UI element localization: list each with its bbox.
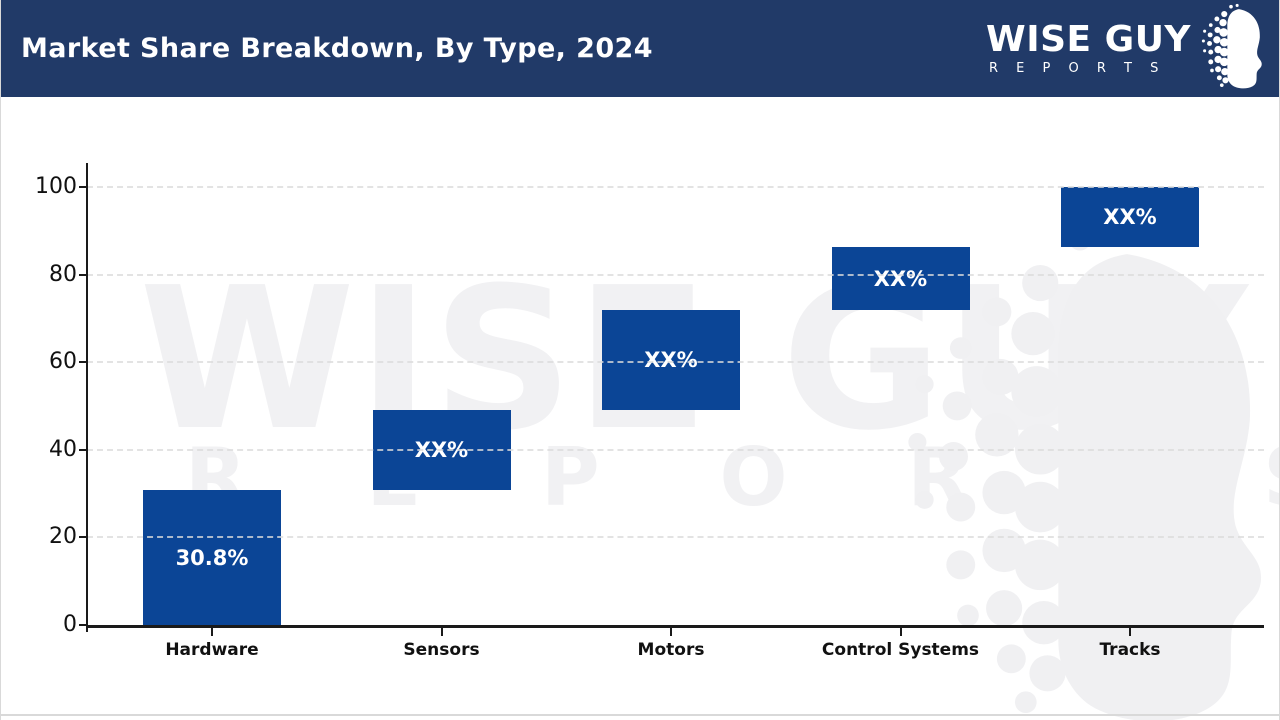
bar-control-systems: XX% [831, 247, 970, 310]
y-axis-tick-label: 60 [49, 349, 77, 375]
y-axis-tick-label: 0 [63, 612, 77, 637]
bar-value-label: XX% [1103, 205, 1157, 230]
gridline [87, 448, 1264, 451]
logo-text-line1: WISE GUY [985, 19, 1191, 60]
bar-hardware: 30.8% [143, 490, 281, 625]
x-axis-tick [211, 628, 213, 636]
x-axis-label-sensors: Sensors [403, 640, 480, 660]
bar-tracks: XX% [1061, 187, 1199, 248]
y-axis-tick [79, 186, 87, 188]
wiseguy-logo: WISE GUY R E P O R T S [986, 2, 1267, 95]
gridline [87, 536, 1264, 539]
gridline [87, 361, 1264, 364]
bar-motors: XX% [602, 309, 740, 411]
y-axis-tick [79, 273, 87, 276]
y-axis [86, 163, 88, 632]
y-axis-tick-label: 40 [49, 436, 77, 462]
y-axis-tick-label: 20 [49, 524, 77, 550]
y-axis-tick [79, 536, 87, 539]
page-bottom-rule [1, 714, 1279, 716]
y-axis-tick-label: 80 [49, 261, 77, 287]
bar-value-label: 30.8% [175, 545, 249, 570]
gridline [87, 273, 1264, 276]
x-axis-label-control-systems: Control Systems [821, 640, 980, 660]
bar-value-label: XX% [873, 266, 928, 291]
x-axis [86, 625, 1264, 628]
x-axis-label-hardware: Hardware [165, 640, 259, 660]
gridline [87, 186, 1264, 188]
x-axis-tick [440, 628, 443, 636]
x-axis-tick [670, 628, 672, 636]
wiseguy-face-icon [1201, 3, 1262, 88]
header-bar: Market Share Breakdown, By Type, 2024 WI… [1, 0, 1279, 97]
y-axis-tick-label: 100 [35, 174, 77, 199]
y-axis-tick [79, 624, 87, 626]
logo-text-line2: R E P O R T S [988, 61, 1166, 76]
x-axis-tick [899, 628, 902, 636]
chart-title: Market Share Breakdown, By Type, 2024 [21, 33, 653, 64]
x-axis-label-motors: Motors [637, 640, 705, 660]
bar-value-label: XX% [644, 347, 698, 372]
y-axis-tick [79, 448, 87, 451]
y-axis-tick [79, 361, 87, 364]
x-axis-label-tracks: Tracks [1099, 640, 1161, 660]
x-axis-tick [1129, 628, 1131, 636]
